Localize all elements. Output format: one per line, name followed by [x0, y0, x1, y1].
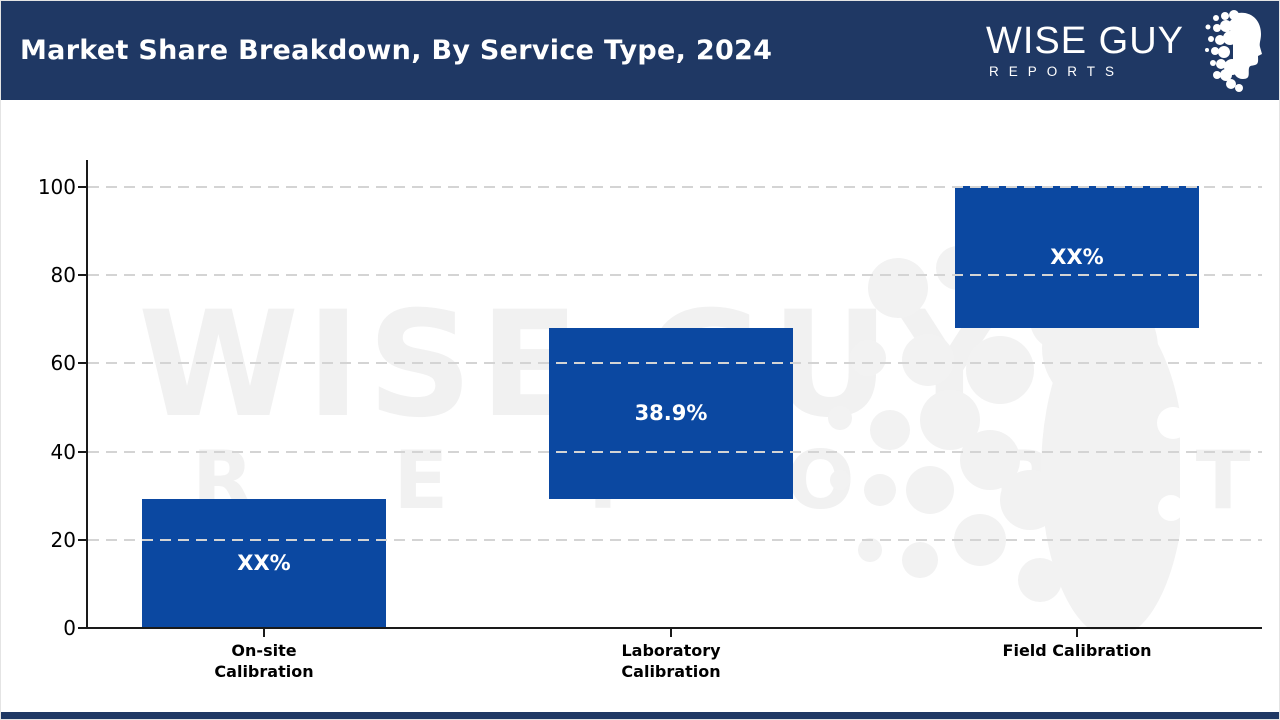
gridline: [88, 274, 1262, 277]
y-tick-label: 100: [37, 175, 76, 199]
y-tick-mark: [78, 450, 86, 453]
x-category-label: On-site Calibration: [214, 640, 313, 682]
x-axis-line: [86, 627, 1262, 629]
logo-head-icon: [1205, 10, 1262, 92]
gridline: [88, 186, 1262, 188]
bar-value-label: XX%: [237, 551, 291, 576]
y-tick-mark: [78, 274, 86, 277]
x-category-label-line: Calibration: [214, 662, 314, 681]
logo-wordmark: WISE GUY: [985, 19, 1184, 62]
waterfall-bar: [955, 186, 1199, 328]
x-category-label-line: Laboratory: [621, 641, 721, 660]
logo-subtitle: REPORTS: [988, 63, 1124, 79]
x-category-label-line: Calibration: [621, 662, 721, 681]
x-tick-mark: [263, 629, 265, 637]
y-tick-mark: [78, 362, 86, 365]
y-tick-label: 20: [50, 527, 76, 552]
gridline: [88, 362, 1262, 365]
footer-bar: [0, 712, 1280, 720]
logo-text: WISE GUY REPORTS: [986, 22, 1184, 79]
x-category-label: Field Calibration: [1003, 640, 1152, 661]
x-tick-mark: [670, 629, 672, 637]
waterfall-bar: [549, 327, 793, 500]
page-title: Market Share Breakdown, By Service Type,…: [20, 34, 773, 66]
waterfall-bar: [142, 499, 386, 627]
y-tick-mark: [78, 186, 86, 188]
gridline: [88, 450, 1262, 453]
header-bar: Market Share Breakdown, By Service Type,…: [0, 0, 1280, 100]
x-category-label-line: Field Calibration: [1002, 641, 1152, 660]
gridline: [88, 538, 1262, 541]
y-tick-label: 80: [50, 263, 76, 288]
x-category-label: Laboratory Calibration: [621, 640, 720, 682]
bar-value-label: 38.9%: [634, 401, 708, 426]
y-tick-mark: [78, 627, 86, 629]
wise-guy-reports-logo: WISE GUY REPORTS: [986, 7, 1262, 93]
y-tick-mark: [78, 538, 86, 541]
y-tick-label: 0: [63, 616, 76, 640]
y-axis-line: [86, 160, 88, 629]
x-category-label-line: On-site: [231, 641, 297, 660]
x-tick-mark: [1076, 629, 1078, 637]
y-tick-label: 40: [50, 439, 76, 464]
y-tick-label: 60: [50, 351, 76, 376]
bar-value-label: XX%: [1050, 244, 1104, 269]
